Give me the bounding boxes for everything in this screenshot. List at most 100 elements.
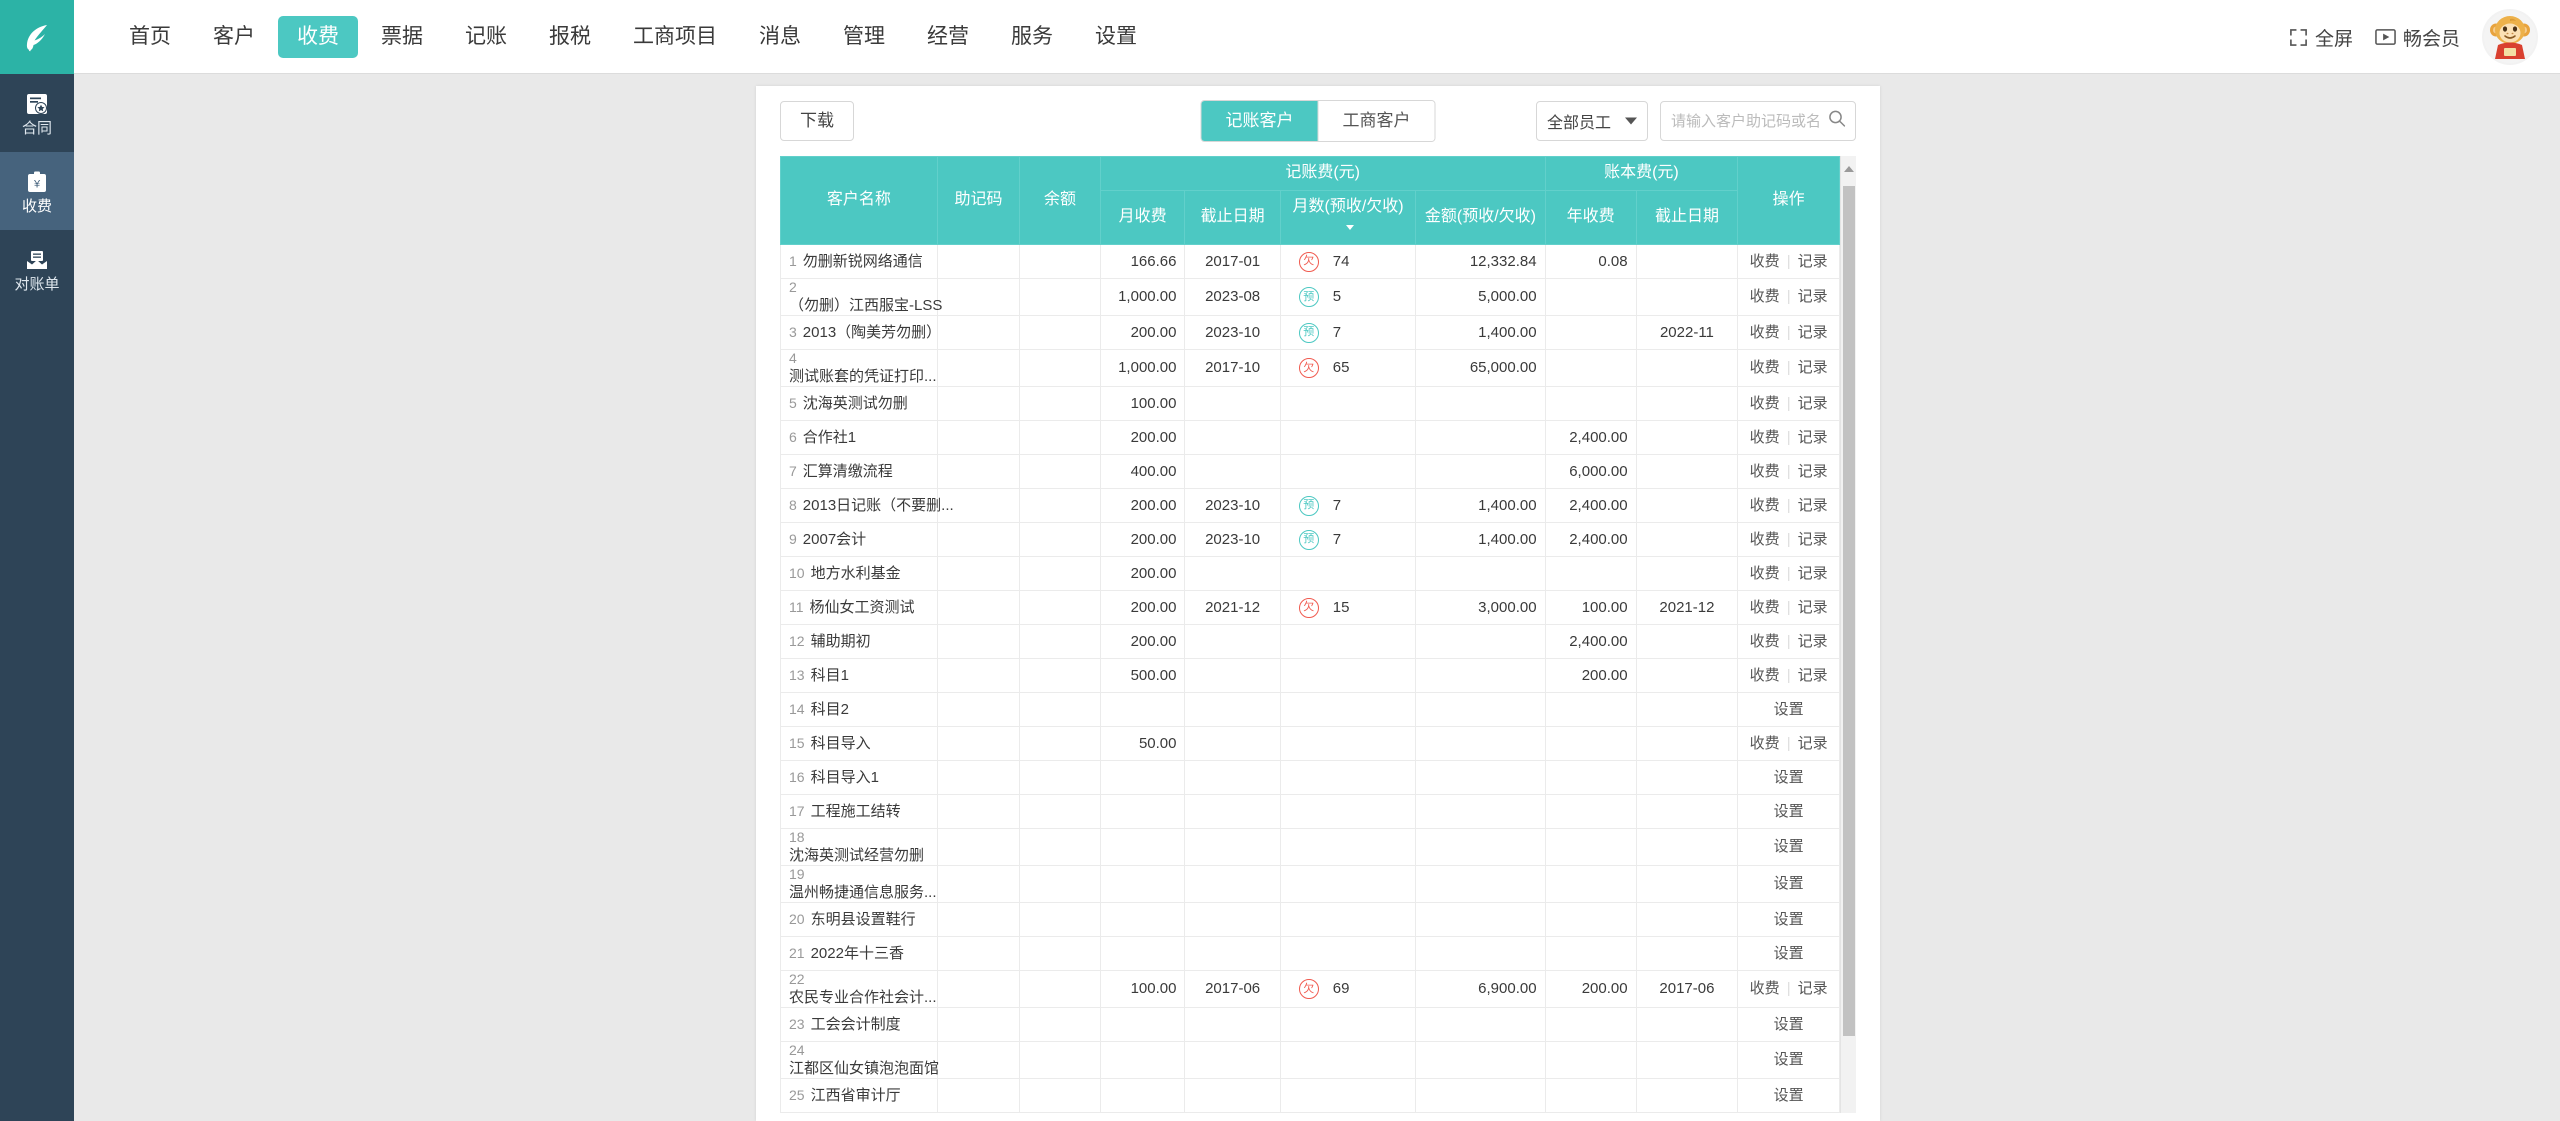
- cell-customer-name[interactable]: 13 科目1: [780, 658, 938, 694]
- table-row[interactable]: 11 杨仙女工资测试 200.00 2021-12 欠 15 3,000.00 100.00 2…: [780, 590, 1840, 626]
- action-setup-link[interactable]: 设置: [1773, 944, 1804, 962]
- action-setup-link[interactable]: 设置: [1773, 1015, 1804, 1033]
- action-setup-link[interactable]: 设置: [1773, 1086, 1804, 1104]
- nav-item-business-project[interactable]: 工商项目: [633, 25, 717, 49]
- action-charge-link[interactable]: 收费: [1749, 288, 1780, 306]
- nav-item-tax[interactable]: 报税: [549, 25, 591, 49]
- action-setup-link[interactable]: 设置: [1773, 910, 1804, 928]
- search-box[interactable]: [1660, 101, 1856, 141]
- table-row[interactable]: 9 2007会计 200.00 2023-10 预 7 1,400.00 2,400.00 收费…: [780, 522, 1840, 558]
- app-logo[interactable]: [0, 0, 74, 74]
- action-charge-link[interactable]: 收费: [1749, 564, 1780, 582]
- action-charge-link[interactable]: 收费: [1749, 496, 1780, 514]
- action-record-link[interactable]: 记录: [1797, 734, 1828, 752]
- nav-item-operations[interactable]: 经营: [927, 25, 969, 49]
- action-charge-link[interactable]: 收费: [1749, 632, 1780, 650]
- table-row[interactable]: 21 2022年十三香 设置: [780, 936, 1840, 972]
- th-book-due-date[interactable]: 截止日期: [1635, 189, 1739, 246]
- table-row[interactable]: 22农民专业合作社会计... 100.00 2017-06 欠 69 6,900.00 20…: [780, 970, 1840, 1009]
- tab-business-customer[interactable]: 工商客户: [1317, 100, 1435, 142]
- scroll-up-arrow-icon[interactable]: [1843, 166, 1854, 172]
- nav-item-bookkeeping[interactable]: 记账: [465, 25, 507, 49]
- th-mnemonic[interactable]: 助记码: [936, 156, 1021, 246]
- avatar[interactable]: [2482, 9, 2538, 65]
- cell-customer-name[interactable]: 19温州畅捷通信息服务...: [780, 865, 938, 904]
- action-setup-link[interactable]: 设置: [1773, 768, 1804, 786]
- action-charge-link[interactable]: 收费: [1749, 428, 1780, 446]
- table-row[interactable]: 12 辅助期初 200.00 2,400.00 收费 | 记录: [780, 624, 1840, 660]
- cell-customer-name[interactable]: 9 2007会计: [780, 522, 938, 558]
- action-record-link[interactable]: 记录: [1797, 288, 1828, 306]
- action-record-link[interactable]: 记录: [1797, 394, 1828, 412]
- download-button[interactable]: 下载: [780, 100, 854, 142]
- action-record-link[interactable]: 记录: [1797, 980, 1828, 998]
- nav-item-management[interactable]: 管理: [843, 25, 885, 49]
- cell-customer-name[interactable]: 12 辅助期初: [780, 624, 938, 660]
- table-row[interactable]: 3 2013（陶美芳勿删） 200.00 2023-10 预 7 1,400.00 2022-…: [780, 315, 1840, 351]
- action-setup-link[interactable]: 设置: [1773, 1051, 1804, 1069]
- action-record-link[interactable]: 记录: [1797, 462, 1828, 480]
- cell-customer-name[interactable]: 10 地方水利基金: [780, 556, 938, 592]
- action-charge-link[interactable]: 收费: [1749, 666, 1780, 684]
- table-row[interactable]: 13 科目1 500.00 200.00 收费 | 记录: [780, 658, 1840, 694]
- cell-customer-name[interactable]: 18沈海英测试经营勿删: [780, 828, 938, 867]
- action-setup-link[interactable]: 设置: [1773, 700, 1804, 718]
- cell-customer-name[interactable]: 14 科目2: [780, 692, 938, 728]
- scrollbar-thumb[interactable]: [1843, 186, 1855, 1036]
- th-months[interactable]: 月数(预收/欠收): [1279, 189, 1417, 246]
- table-row[interactable]: 4测试账套的凭证打印... 1,000.00 2017-10 欠 65 65,000.00…: [780, 349, 1840, 388]
- action-record-link[interactable]: 记录: [1797, 598, 1828, 616]
- action-setup-link[interactable]: 设置: [1773, 802, 1804, 820]
- tab-bookkeeping-customer[interactable]: 记账客户: [1201, 100, 1318, 142]
- action-record-link[interactable]: 记录: [1797, 359, 1828, 377]
- table-row[interactable]: 25 江西省审计厅 设置: [780, 1078, 1840, 1113]
- table-row[interactable]: 6 合作社1 200.00 2,400.00 收费 | 记录: [780, 420, 1840, 456]
- table-row[interactable]: 10 地方水利基金 200.00 收费 | 记录: [780, 556, 1840, 592]
- table-row[interactable]: 16 科目导入1 设置: [780, 760, 1840, 796]
- cell-customer-name[interactable]: 4测试账套的凭证打印...: [780, 349, 938, 388]
- table-row[interactable]: 20 东明县设置鞋行 设置: [780, 902, 1840, 938]
- cell-customer-name[interactable]: 6 合作社1: [780, 420, 938, 456]
- nav-item-fees[interactable]: 收费: [278, 16, 358, 58]
- employee-select[interactable]: 全部员工: [1536, 101, 1648, 141]
- table-row[interactable]: 1 勿删新锐网络通信 166.66 2017-01 欠 74 12,332.84 0.08 收费…: [780, 244, 1840, 280]
- action-record-link[interactable]: 记录: [1797, 252, 1828, 270]
- search-icon[interactable]: [1828, 110, 1846, 133]
- action-charge-link[interactable]: 收费: [1749, 530, 1780, 548]
- action-setup-link[interactable]: 设置: [1773, 875, 1804, 893]
- th-due-date[interactable]: 截止日期: [1184, 189, 1281, 246]
- nav-item-services[interactable]: 服务: [1011, 25, 1053, 49]
- table-row[interactable]: 5 沈海英测试勿删 100.00 收费 | 记录: [780, 386, 1840, 422]
- action-setup-link[interactable]: 设置: [1773, 838, 1804, 856]
- table-row[interactable]: 14 科目2 设置: [780, 692, 1840, 728]
- cell-customer-name[interactable]: 7 汇算清缴流程: [780, 454, 938, 490]
- member-button[interactable]: 畅会员: [2375, 24, 2460, 51]
- nav-item-home[interactable]: 首页: [129, 25, 171, 49]
- cell-customer-name[interactable]: 23 工会会计制度: [780, 1007, 938, 1043]
- cell-customer-name[interactable]: 21 2022年十三香: [780, 936, 938, 972]
- table-row[interactable]: 24江都区仙女镇泡泡面馆 设置: [780, 1041, 1840, 1080]
- cell-customer-name[interactable]: 1 勿删新锐网络通信: [780, 244, 938, 280]
- cell-customer-name[interactable]: 5 沈海英测试勿删: [780, 386, 938, 422]
- action-record-link[interactable]: 记录: [1797, 564, 1828, 582]
- cell-customer-name[interactable]: 2（勿删）江西服宝-LSS: [780, 278, 942, 317]
- action-charge-link[interactable]: 收费: [1749, 359, 1780, 377]
- th-year-fee[interactable]: 年收费: [1544, 189, 1637, 246]
- nav-item-customer[interactable]: 客户: [213, 25, 255, 49]
- sort-caret-down-icon[interactable]: [1345, 224, 1354, 230]
- cell-customer-name[interactable]: 22农民专业合作社会计...: [780, 970, 938, 1009]
- vertical-scrollbar[interactable]: [1840, 156, 1856, 1113]
- table-row[interactable]: 8 2013日记账（不要删... 200.00 2023-10 预 7 1,400.00 2,…: [780, 488, 1840, 524]
- action-record-link[interactable]: 记录: [1797, 323, 1828, 341]
- table-row[interactable]: 7 汇算清缴流程 400.00 6,000.00 收费 | 记录: [780, 454, 1840, 490]
- cell-customer-name[interactable]: 11 杨仙女工资测试: [780, 590, 938, 626]
- fullscreen-button[interactable]: 全屏: [2289, 24, 2353, 51]
- cell-customer-name[interactable]: 3 2013（陶美芳勿删）: [780, 315, 941, 351]
- action-charge-link[interactable]: 收费: [1749, 980, 1780, 998]
- action-charge-link[interactable]: 收费: [1749, 598, 1780, 616]
- sidebar-item-contract[interactable]: 合同: [0, 74, 74, 152]
- cell-customer-name[interactable]: 15 科目导入: [780, 726, 938, 762]
- th-customer-name[interactable]: 客户名称: [780, 156, 938, 246]
- cell-customer-name[interactable]: 25 江西省审计厅: [780, 1078, 938, 1113]
- nav-item-bills[interactable]: 票据: [381, 25, 423, 49]
